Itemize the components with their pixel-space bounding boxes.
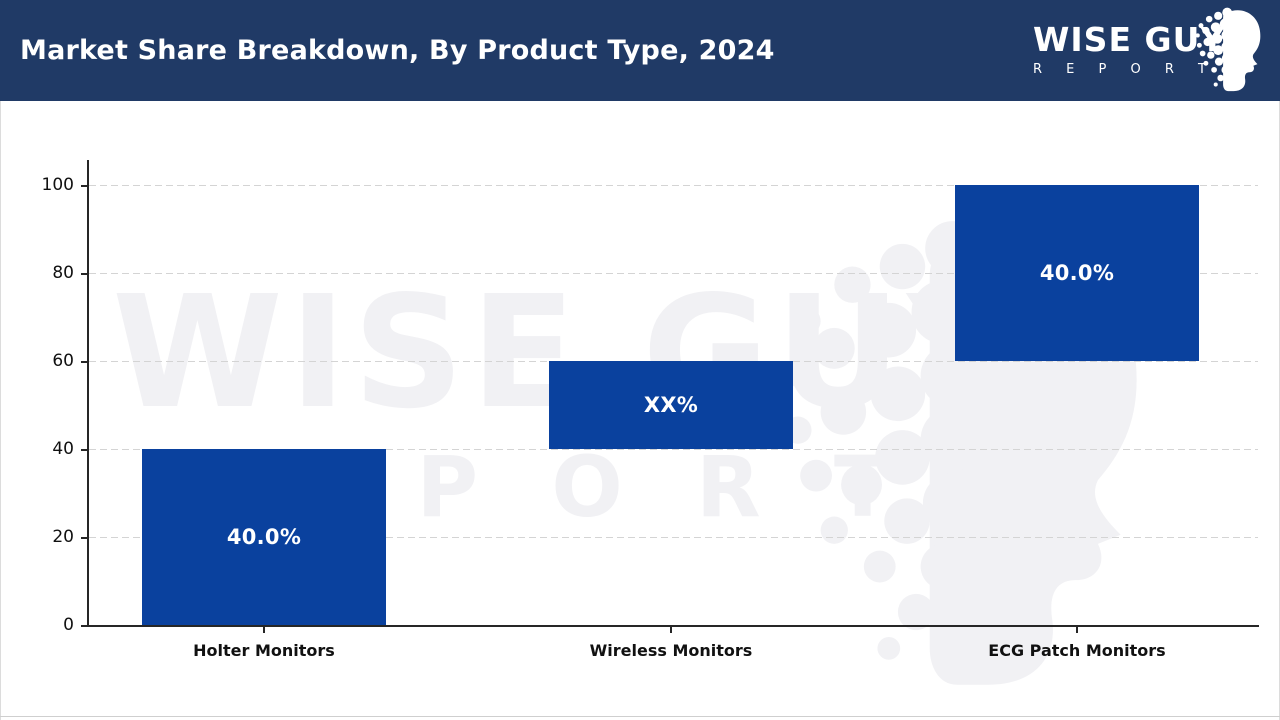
x-axis-line xyxy=(87,625,1259,627)
y-tick-label: 40 xyxy=(52,439,74,459)
x-axis-label: Holter Monitors xyxy=(193,641,335,660)
y-tick xyxy=(81,273,87,275)
y-axis-line xyxy=(87,160,89,626)
x-tick xyxy=(1076,627,1078,633)
bar-value-label: XX% xyxy=(643,393,699,417)
x-axis-label: ECG Patch Monitors xyxy=(988,641,1166,660)
brand-logo-text: WISE GUY R E P O R T S xyxy=(1033,20,1249,77)
bar-value-label: 40.0% xyxy=(1039,261,1115,285)
gridline-100 xyxy=(89,185,1258,186)
brand-subtitle: R E P O R T S xyxy=(1033,62,1249,77)
frame-border-bottom xyxy=(0,716,1280,717)
bar-1: XX% xyxy=(549,361,793,449)
y-tick-label: 100 xyxy=(41,175,74,195)
y-tick xyxy=(81,449,87,451)
y-tick xyxy=(81,185,87,187)
dotted-face-icon xyxy=(1195,7,1261,92)
bar-2: 40.0% xyxy=(955,185,1199,361)
gridline-40 xyxy=(89,449,1258,450)
chart-title: Market Share Breakdown, By Product Type,… xyxy=(20,35,775,66)
y-tick-label: 0 xyxy=(63,615,74,635)
y-tick xyxy=(81,625,87,627)
y-tick-label: 60 xyxy=(52,351,74,371)
y-tick-label: 80 xyxy=(52,263,74,283)
plot-area: 0 20 40 60 80 100 40.0% XX% 40.0% Holter Monitors… xyxy=(0,101,1280,720)
brand-logo: WISE GUY R E P O R T S xyxy=(1033,0,1268,101)
frame-border-left xyxy=(0,101,1,720)
header-band: Market Share Breakdown, By Product Type,… xyxy=(0,0,1280,101)
brand-name: WISE GUY xyxy=(1033,20,1226,59)
bar-0: 40.0% xyxy=(142,449,386,625)
x-tick xyxy=(670,627,672,633)
y-tick-label: 20 xyxy=(52,527,74,547)
gridline-80 xyxy=(89,273,1258,274)
gridline-20 xyxy=(89,537,1258,538)
x-axis-label: Wireless Monitors xyxy=(589,641,753,660)
bar-value-label: 40.0% xyxy=(226,525,302,549)
y-tick xyxy=(81,537,87,539)
x-tick xyxy=(263,627,265,633)
y-tick xyxy=(81,361,87,363)
